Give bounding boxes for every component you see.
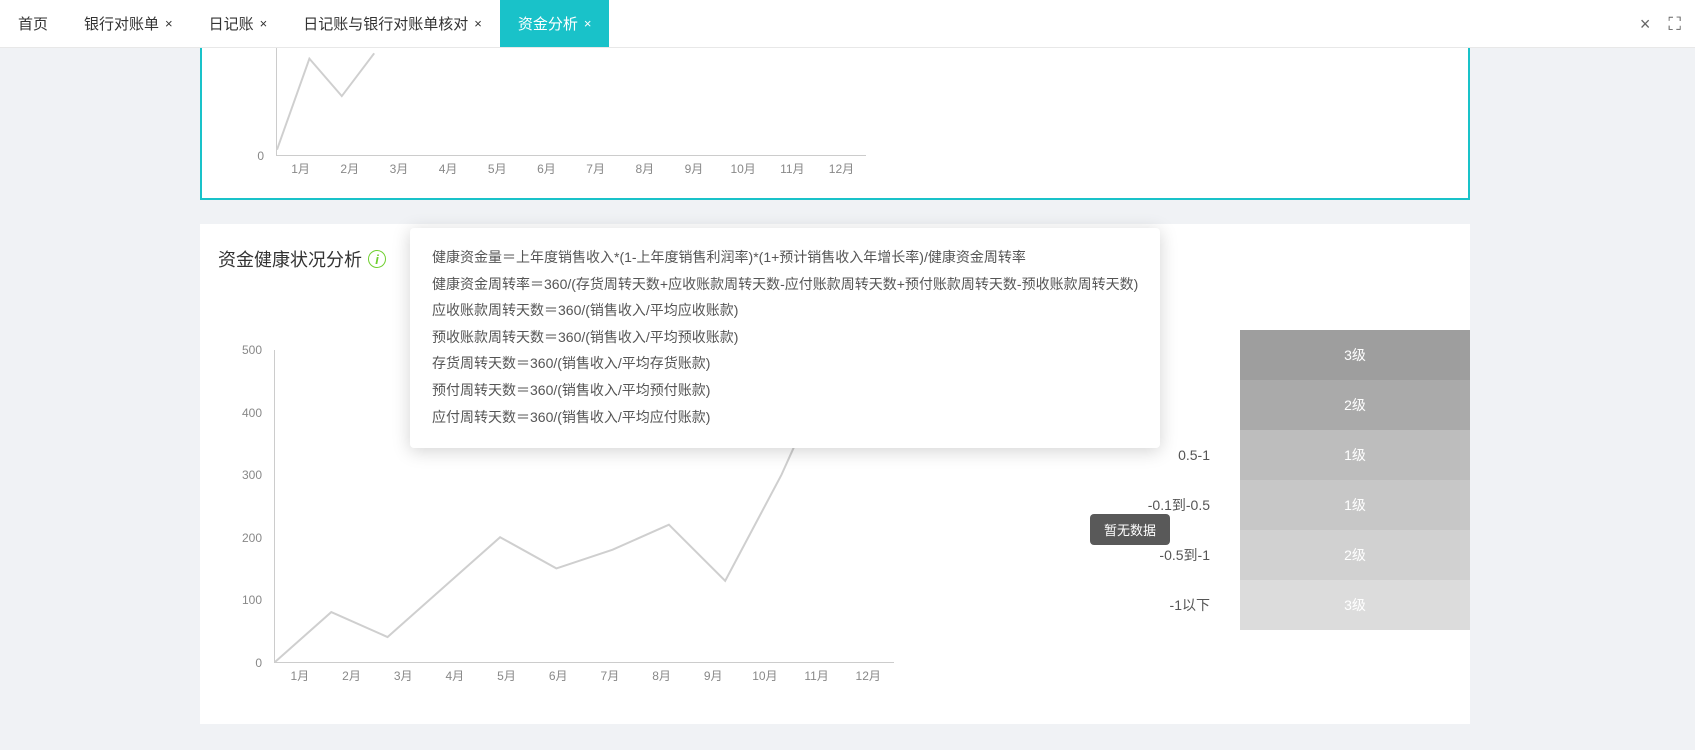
level-value: 2级 <box>1240 380 1470 430</box>
upper-chart-x-axis: 1月2月3月4月5月6月7月8月9月10月11月12月 <box>276 156 866 178</box>
x-tick: 11月 <box>768 156 817 178</box>
tooltip-line: 健康资金量＝上年度销售收入*(1-上年度销售利润率)*(1+预计销售收入年增长率… <box>432 244 1138 271</box>
tooltip-line: 健康资金周转率＝360/(存货周转天数+应收账款周转天数-应付账款周转天数+预付… <box>432 271 1138 298</box>
close-all-icon[interactable]: × <box>1640 14 1651 35</box>
level-value: 1级 <box>1240 480 1470 530</box>
x-tick: 12月 <box>842 663 894 685</box>
upper-chart-line <box>277 48 866 155</box>
x-tick: 5月 <box>481 663 533 685</box>
tooltip-line: 预收账款周转天数＝360/(销售收入/平均预收账款) <box>432 324 1138 351</box>
tooltip-line: 应付周转天数＝360/(销售收入/平均应付账款) <box>432 404 1138 431</box>
y-tick: 0 <box>255 656 262 670</box>
x-tick: 3月 <box>374 156 423 178</box>
tooltip-line: 预付周转天数＝360/(销售收入/平均预付账款) <box>432 377 1138 404</box>
tab-reconcile[interactable]: 日记账与银行对账单核对 × <box>285 0 500 47</box>
tab-bar: 首页 银行对账单 × 日记账 × 日记账与银行对账单核对 × 资金分析 × × … <box>0 0 1695 48</box>
x-tick: 10月 <box>719 156 768 178</box>
x-tick: 10月 <box>739 663 791 685</box>
x-tick: 12月 <box>817 156 866 178</box>
level-label: -1以下 <box>1090 580 1240 630</box>
y-tick: 100 <box>242 593 262 607</box>
tooltip-line: 存货周转天数＝360/(销售收入/平均存货账款) <box>432 350 1138 377</box>
y-tick: 0 <box>257 149 264 163</box>
x-tick: 1月 <box>276 156 325 178</box>
close-icon[interactable]: × <box>584 16 592 31</box>
x-tick: 8月 <box>636 663 688 685</box>
tab-label: 首页 <box>18 13 48 34</box>
tab-journal[interactable]: 日记账 × <box>191 0 286 47</box>
info-icon[interactable]: i <box>368 250 386 268</box>
tab-label: 日记账与银行对账单核对 <box>303 13 468 34</box>
close-icon[interactable]: × <box>165 16 173 31</box>
x-tick: 6月 <box>532 663 584 685</box>
fullscreen-icon[interactable]: ⛶ <box>1668 14 1681 35</box>
close-icon[interactable]: × <box>474 16 482 31</box>
x-tick: 2月 <box>325 156 374 178</box>
tab-label: 日记账 <box>209 13 254 34</box>
section-title: 资金健康状况分析 <box>218 246 362 272</box>
level-value: 1级 <box>1240 430 1470 480</box>
level-row: -1以下3级 <box>1090 580 1470 630</box>
x-tick: 4月 <box>424 156 473 178</box>
x-tick: 9月 <box>669 156 718 178</box>
formula-tooltip: 健康资金量＝上年度销售收入*(1-上年度销售利润率)*(1+预计销售收入年增长率… <box>410 228 1160 448</box>
y-tick: 200 <box>242 531 262 545</box>
y-tick: 400 <box>242 406 262 420</box>
no-data-badge: 暂无数据 <box>1090 514 1170 545</box>
y-tick: 300 <box>242 468 262 482</box>
tab-label: 资金分析 <box>518 13 578 34</box>
tab-label: 银行对账单 <box>84 13 159 34</box>
y-tick: 500 <box>242 343 262 357</box>
x-tick: 8月 <box>620 156 669 178</box>
x-tick: 4月 <box>429 663 481 685</box>
level-value: 2级 <box>1240 530 1470 580</box>
level-value: 3级 <box>1240 580 1470 630</box>
main-chart-x-axis: 1月2月3月4月5月6月7月8月9月10月11月12月 <box>274 663 894 685</box>
upper-chart-y-axis: 0 <box>226 48 270 156</box>
x-tick: 5月 <box>473 156 522 178</box>
tab-bank-statement[interactable]: 银行对账单 × <box>66 0 191 47</box>
x-tick: 7月 <box>571 156 620 178</box>
tab-fund-analysis[interactable]: 资金分析 × <box>500 0 610 47</box>
main-chart-y-axis: 5004003002001000 <box>224 350 268 663</box>
x-tick: 11月 <box>791 663 843 685</box>
tab-home[interactable]: 首页 <box>0 0 66 47</box>
x-tick: 7月 <box>584 663 636 685</box>
upper-chart-plot <box>276 48 866 156</box>
upper-chart-card: 0 1月2月3月4月5月6月7月8月9月10月11月12月 <box>200 48 1470 200</box>
x-tick: 1月 <box>274 663 326 685</box>
x-tick: 9月 <box>687 663 739 685</box>
tooltip-line: 应收账款周转天数＝360/(销售收入/平均应收账款) <box>432 297 1138 324</box>
close-icon[interactable]: × <box>260 16 268 31</box>
x-tick: 6月 <box>522 156 571 178</box>
x-tick: 2月 <box>326 663 378 685</box>
x-tick: 3月 <box>377 663 429 685</box>
level-value: 3级 <box>1240 330 1470 380</box>
